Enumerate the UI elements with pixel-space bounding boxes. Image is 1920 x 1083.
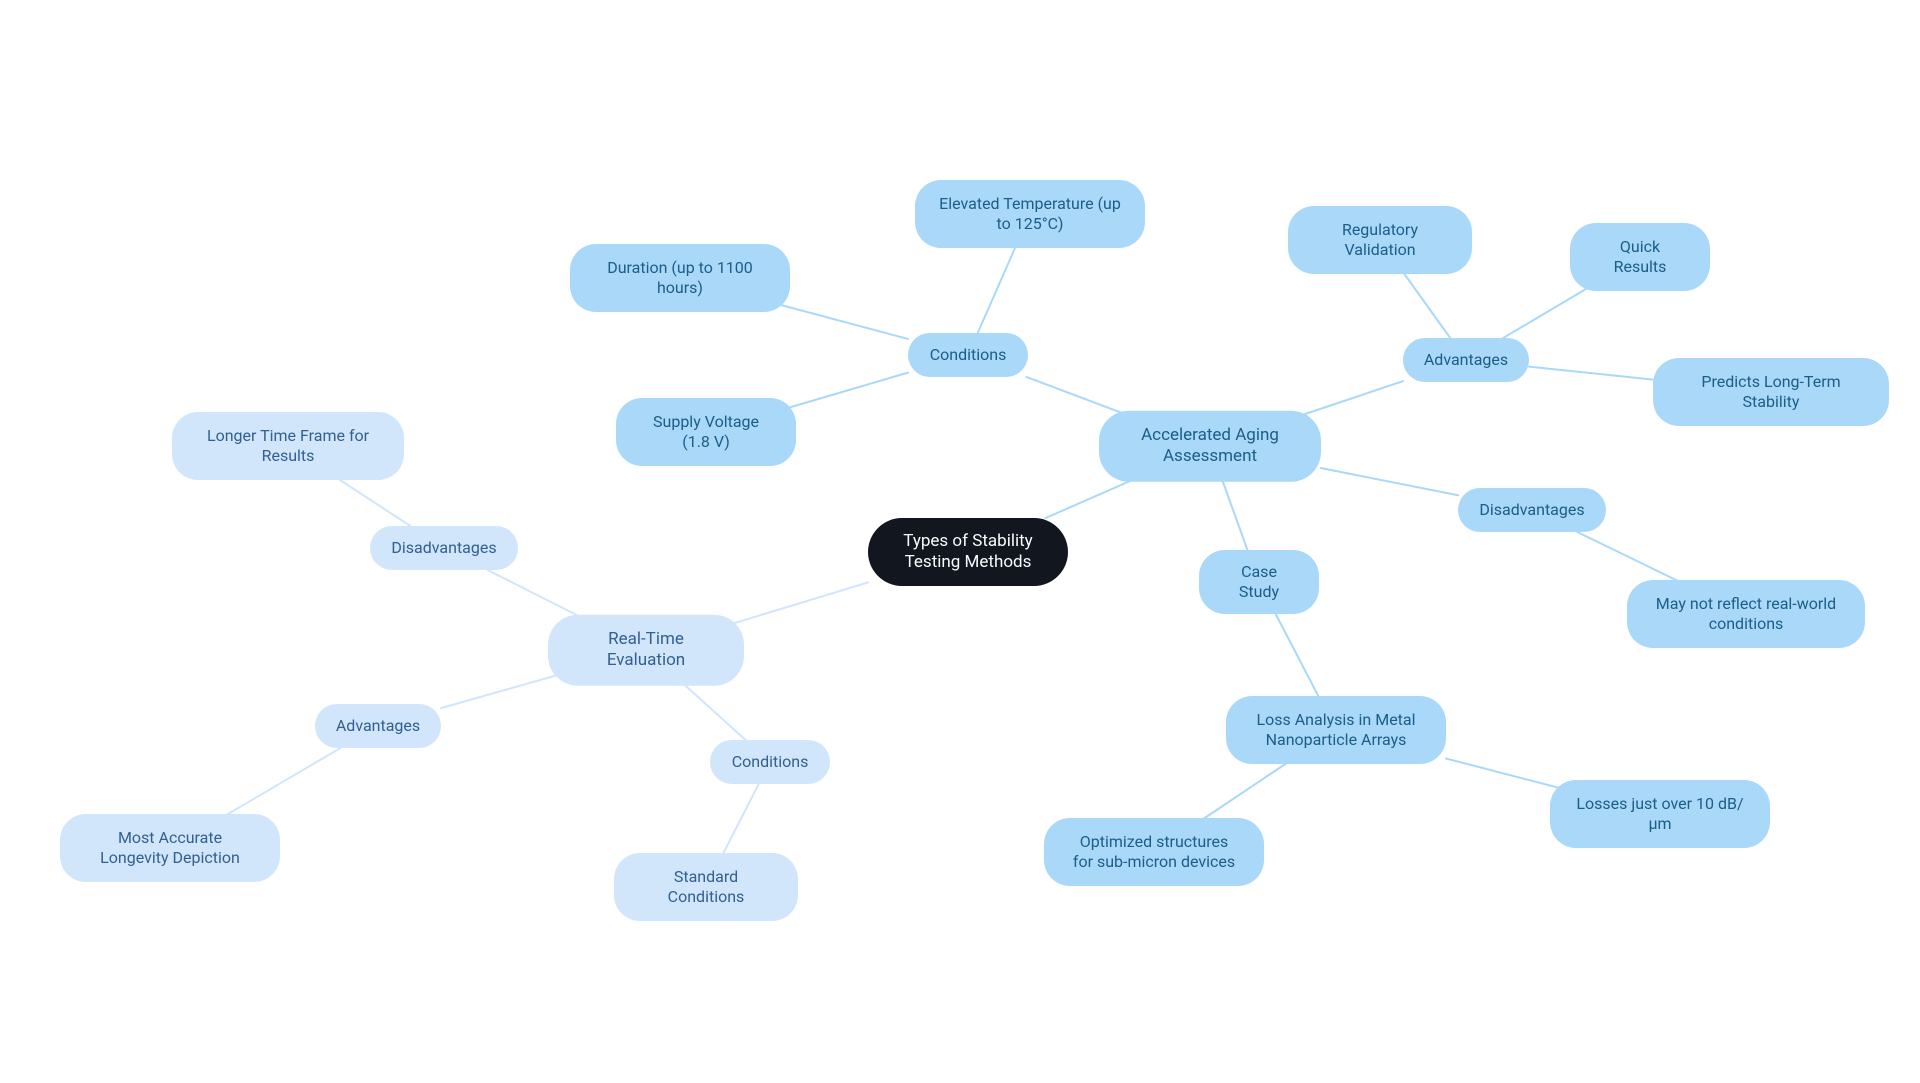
edge xyxy=(1397,264,1450,338)
node-label: Real-Time Evaluation xyxy=(574,629,718,672)
node-label: Elevated Temperature (up to 125°C) xyxy=(939,194,1121,234)
edge xyxy=(1270,604,1319,698)
node-label: Regulatory Validation xyxy=(1312,220,1448,260)
node-label: Case Study xyxy=(1221,562,1297,602)
node-label: Quick Results xyxy=(1594,237,1686,277)
node-label: Conditions xyxy=(732,752,809,772)
node-db1: Longer Time Frame for Results xyxy=(172,412,404,480)
node-dis_a: Disadvantages xyxy=(1458,488,1606,532)
node-label: Longer Time Frame for Results xyxy=(196,426,380,466)
edge xyxy=(718,582,868,628)
node-l2: Losses just over 10 dB/µm xyxy=(1550,780,1770,848)
node-label: Optimized structures for sub-micron devi… xyxy=(1068,832,1240,872)
node-label: Loss Analysis in Metal Nanoparticle Arra… xyxy=(1250,710,1422,750)
edge xyxy=(1218,468,1251,560)
mindmap-canvas: Types of Stability Testing Methods Accele… xyxy=(0,0,1920,1083)
node-cond_a: Conditions xyxy=(908,333,1028,377)
edge xyxy=(1202,762,1289,820)
node-label: Advantages xyxy=(336,716,420,736)
node-a2: Quick Results xyxy=(1570,223,1710,291)
node-loss: Loss Analysis in Metal Nanoparticle Arra… xyxy=(1226,696,1446,764)
node-label: Conditions xyxy=(930,345,1007,365)
node-label: Predicts Long-Term Stability xyxy=(1677,372,1865,412)
edge xyxy=(788,373,908,408)
node-dis_b: Disadvantages xyxy=(370,526,518,570)
node-label: Standard Conditions xyxy=(638,867,774,907)
node-label: Most Accurate Longevity Depiction xyxy=(84,828,256,868)
node-a1: Regulatory Validation xyxy=(1288,206,1472,274)
node-label: May not reflect real-world conditions xyxy=(1651,594,1841,634)
node-adv_a: Advantages xyxy=(1403,338,1529,382)
node-adv_b: Advantages xyxy=(315,704,441,748)
edge xyxy=(1503,281,1599,338)
edge xyxy=(718,784,758,863)
node-label: Losses just over 10 dB/µm xyxy=(1574,794,1746,834)
edge xyxy=(225,748,341,816)
node-c3: Supply Voltage (1.8 V) xyxy=(616,398,796,466)
node-a3: Predicts Long-Term Stability xyxy=(1653,358,1889,426)
node-label: Disadvantages xyxy=(1479,500,1584,520)
node-case: Case Study xyxy=(1199,550,1319,614)
node-label: Duration (up to 1100 hours) xyxy=(594,258,766,298)
edge xyxy=(1529,367,1653,380)
node-label: Types of Stability Testing Methods xyxy=(894,531,1042,574)
node-c1: Elevated Temperature (up to 125°C) xyxy=(915,180,1145,248)
node-l1: Optimized structures for sub-micron devi… xyxy=(1044,818,1264,886)
node-c2: Duration (up to 1100 hours) xyxy=(570,244,790,312)
node-rte: Real-Time Evaluation xyxy=(548,615,744,686)
node-label: Advantages xyxy=(1424,350,1508,370)
node-root: Types of Stability Testing Methods xyxy=(868,518,1068,586)
edge xyxy=(1321,468,1458,495)
node-cond_b: Conditions xyxy=(710,740,830,784)
edge xyxy=(441,672,568,708)
edge xyxy=(1446,759,1567,790)
node-d1: May not reflect real-world conditions xyxy=(1627,580,1865,648)
node-aaa: Accelerated Aging Assessment xyxy=(1099,411,1321,482)
node-label: Accelerated Aging Assessment xyxy=(1125,425,1295,468)
edge xyxy=(978,246,1016,333)
edge xyxy=(770,302,908,339)
node-cb1: Standard Conditions xyxy=(614,853,798,921)
edge xyxy=(1577,532,1680,582)
node-ab1: Most Accurate Longevity Depiction xyxy=(60,814,280,882)
node-label: Disadvantages xyxy=(391,538,496,558)
node-label: Supply Voltage (1.8 V) xyxy=(640,412,772,452)
